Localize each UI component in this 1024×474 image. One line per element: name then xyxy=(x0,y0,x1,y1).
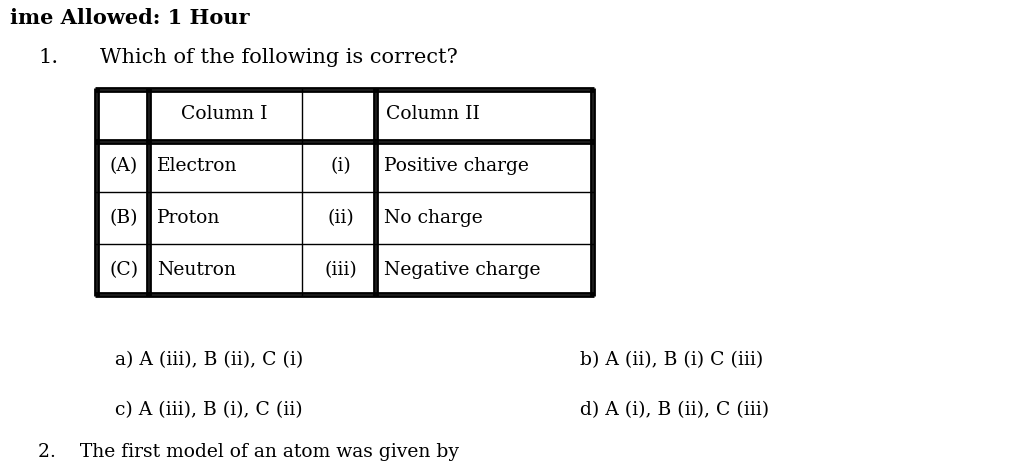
Text: 2.    The first model of an atom was given by: 2. The first model of an atom was given … xyxy=(38,443,459,461)
Text: Column II: Column II xyxy=(386,105,480,123)
Text: Column I: Column I xyxy=(181,105,267,123)
Text: Proton: Proton xyxy=(157,209,220,227)
Text: c) A (iii), B (i), C (ii): c) A (iii), B (i), C (ii) xyxy=(115,401,303,419)
Text: Neutron: Neutron xyxy=(157,261,236,279)
Text: No charge: No charge xyxy=(384,209,482,227)
Text: Electron: Electron xyxy=(157,157,238,175)
Text: (C): (C) xyxy=(110,261,138,279)
Text: ime Allowed: 1 Hour: ime Allowed: 1 Hour xyxy=(10,8,250,28)
Text: Which of the following is correct?: Which of the following is correct? xyxy=(100,48,458,67)
Text: Positive charge: Positive charge xyxy=(384,157,528,175)
Text: b) A (ii), B (i) C (iii): b) A (ii), B (i) C (iii) xyxy=(580,351,763,369)
Text: (iii): (iii) xyxy=(325,261,357,279)
Text: a) A (iii), B (ii), C (i): a) A (iii), B (ii), C (i) xyxy=(115,351,303,369)
Text: 1.: 1. xyxy=(38,48,58,67)
Text: Negative charge: Negative charge xyxy=(384,261,541,279)
Text: (i): (i) xyxy=(331,157,351,175)
Text: (A): (A) xyxy=(110,157,138,175)
Text: d) A (i), B (ii), C (iii): d) A (i), B (ii), C (iii) xyxy=(580,401,769,419)
Text: (B): (B) xyxy=(110,209,138,227)
Text: (ii): (ii) xyxy=(328,209,354,227)
